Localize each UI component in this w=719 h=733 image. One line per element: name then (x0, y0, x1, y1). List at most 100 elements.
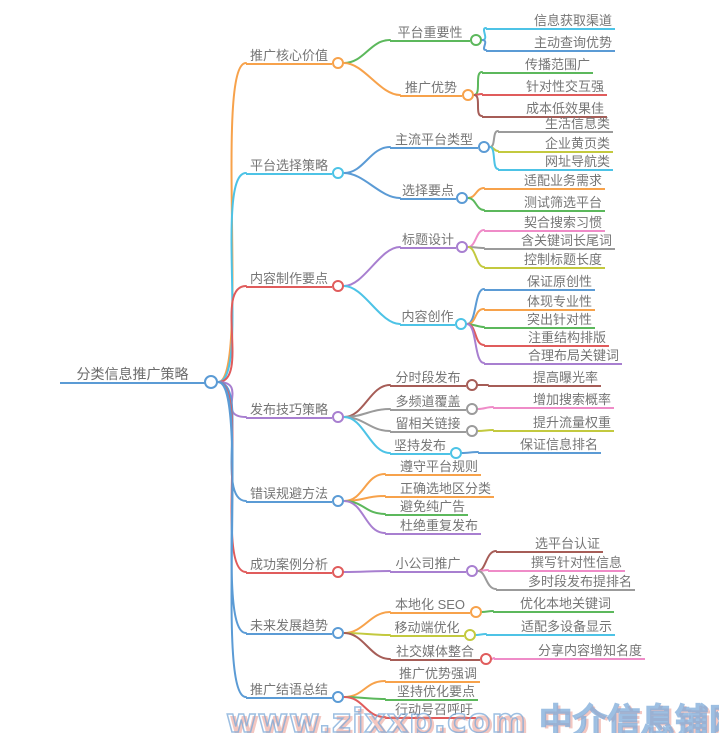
node-b3c1-leaf2[interactable]: 含关键词长尾词 (484, 233, 615, 250)
collapse-handle-b7c2[interactable] (464, 629, 476, 641)
node-b1c2-leaf1[interactable]: 传播范围广 (482, 57, 593, 74)
node-b4c3-leaf1[interactable]: 提升流量权重 (493, 415, 614, 432)
collapse-handle-b7c3[interactable] (480, 653, 492, 665)
collapse-handle-b7[interactable] (332, 627, 344, 639)
node-b7[interactable]: 未来发展趋势 (246, 618, 332, 635)
collapse-handle-b1c1[interactable] (470, 34, 482, 46)
collapse-handle-b2c1[interactable] (478, 141, 490, 153)
collapse-handle-b3[interactable] (332, 280, 344, 292)
node-b2c1-leaf1[interactable]: 生活信息类 (498, 116, 613, 133)
node-b6c1-leaf1[interactable]: 选平台认证 (496, 536, 603, 553)
node-b5-leaf2[interactable]: 正确选地区分类 (385, 481, 494, 498)
node-b5[interactable]: 错误规避方法 (246, 486, 332, 503)
node-b6c1[interactable]: 小公司推广 (390, 556, 466, 573)
node-b8-leaf2[interactable]: 坚持优化要点 (385, 684, 478, 701)
node-b2[interactable]: 平台选择策略 (246, 158, 332, 175)
node-b4c1-leaf1[interactable]: 提高曝光率 (488, 370, 601, 387)
node-b6c1-leaf2[interactable]: 撰写针对性信息 (488, 555, 625, 572)
edge (467, 229, 485, 248)
edge (467, 197, 485, 211)
node-b7c3-leaf1[interactable]: 分享内容增知名度 (494, 643, 645, 660)
collapse-handle-b1[interactable] (332, 57, 344, 69)
node-b3c2-leaf3[interactable]: 突出针对性 (484, 312, 595, 329)
node-b5-leaf1[interactable]: 遵守平台规则 (385, 459, 481, 476)
node-b4c4[interactable]: 坚持发布 (390, 438, 450, 455)
node-b6c1-leaf3[interactable]: 多时段发布提排名 (496, 574, 635, 591)
node-b8-leaf3[interactable]: 行动号召呼吁 (385, 702, 476, 719)
edge (489, 130, 499, 148)
edge-group (217, 27, 499, 718)
node-b3c2-leaf4[interactable]: 注重结构排版 (484, 330, 609, 347)
node-b3[interactable]: 内容制作要点 (246, 271, 332, 288)
edge (461, 451, 479, 454)
node-b6[interactable]: 成功案例分析 (246, 557, 332, 574)
edge (481, 610, 494, 613)
node-b4[interactable]: 发布技巧策略 (246, 402, 332, 419)
node-b3c1-leaf3[interactable]: 控制标题长度 (484, 252, 605, 269)
collapse-handle-b6[interactable] (332, 566, 344, 578)
node-b7c1-leaf1[interactable]: 优化本地关键词 (493, 596, 614, 613)
edge (466, 323, 485, 364)
node-b3c1[interactable]: 标题设计 (400, 232, 456, 249)
node-b3c2-leaf5[interactable]: 合理布局关键词 (484, 348, 622, 365)
site-watermark: www.zjxxp.com 中介信息铺网 (225, 700, 719, 733)
collapse-handle-b1c2[interactable] (462, 89, 474, 101)
node-b1c1-leaf2[interactable]: 主动查询优势 (486, 35, 615, 52)
node-b2c2-leaf2[interactable]: 测试筛选平台 (484, 195, 605, 212)
node-b2c1[interactable]: 主流平台类型 (390, 132, 478, 149)
collapse-handle-b8[interactable] (332, 691, 344, 703)
node-root[interactable]: 分类信息推广策略 (60, 366, 205, 384)
collapse-handle-b2[interactable] (332, 167, 344, 179)
edge (491, 657, 495, 660)
node-b1c2-leaf3[interactable]: 成本低效果佳 (482, 101, 607, 118)
node-b3c2-leaf1[interactable]: 保证原创性 (484, 274, 595, 291)
edge (473, 71, 483, 96)
collapse-handle-b2c2[interactable] (456, 192, 468, 204)
node-b2c2[interactable]: 选择要点 (400, 183, 456, 200)
node-b8-leaf1[interactable]: 推广优势强调 (385, 666, 480, 683)
node-b5-leaf3[interactable]: 避免纯广告 (385, 499, 468, 516)
node-b4c2[interactable]: 多频道覆盖 (390, 394, 466, 411)
node-b1[interactable]: 推广核心价值 (246, 48, 332, 65)
collapse-handle-b4c4[interactable] (450, 447, 462, 459)
collapse-handle-b5[interactable] (332, 495, 344, 507)
collapse-handle-b4c1[interactable] (466, 379, 478, 391)
node-b4c2-leaf1[interactable]: 增加搜索概率 (493, 392, 614, 409)
node-b2c1-leaf2[interactable]: 企业黄页类 (498, 136, 613, 153)
edge (473, 94, 483, 117)
edge (343, 408, 391, 418)
collapse-handle-root[interactable] (204, 375, 218, 389)
node-b4c4-leaf1[interactable]: 保证信息排名 (478, 437, 601, 454)
node-b8[interactable]: 推广结语总结 (246, 682, 332, 699)
edge (489, 146, 499, 170)
node-b3c2[interactable]: 内容创作 (400, 309, 455, 326)
collapse-handle-b4c3[interactable] (466, 425, 478, 437)
collapse-handle-b6c1[interactable] (466, 565, 478, 577)
collapse-handle-b7c1[interactable] (470, 606, 482, 618)
node-b7c2[interactable]: 移动端优化 (390, 620, 464, 637)
node-b2c1-leaf3[interactable]: 网址导航类 (498, 154, 613, 171)
node-b7c3[interactable]: 社交媒体整合 (390, 644, 480, 661)
node-b7c2-leaf1[interactable]: 适配多设备显示 (486, 619, 615, 636)
node-b1c2-leaf2[interactable]: 针对性交互强 (482, 79, 607, 96)
node-b1c2[interactable]: 推广优势 (400, 80, 462, 97)
node-b7c1[interactable]: 本地化 SEO (390, 597, 470, 614)
edge (343, 495, 386, 502)
node-b1c1[interactable]: 平台重要性 (390, 25, 470, 42)
node-b4c3[interactable]: 留相关链接 (390, 416, 466, 433)
node-b3c1-leaf1[interactable]: 契合搜索习惯 (484, 215, 605, 232)
node-b2c2-leaf1[interactable]: 适配业务需求 (484, 173, 605, 190)
edge (217, 285, 247, 383)
node-b1c1-leaf1[interactable]: 信息获取渠道 (486, 13, 615, 30)
collapse-handle-b3c1[interactable] (456, 241, 468, 253)
node-b3c2-leaf2[interactable]: 体现专业性 (484, 294, 595, 311)
node-b5-leaf4[interactable]: 杜绝重复发布 (385, 518, 481, 535)
edge (343, 246, 401, 287)
node-b4c1[interactable]: 分时段发布 (390, 370, 466, 387)
edge (477, 570, 497, 590)
collapse-handle-b4[interactable] (332, 411, 344, 423)
collapse-handle-b3c2[interactable] (455, 318, 467, 330)
edge (475, 633, 487, 636)
collapse-handle-b4c2[interactable] (466, 403, 478, 415)
